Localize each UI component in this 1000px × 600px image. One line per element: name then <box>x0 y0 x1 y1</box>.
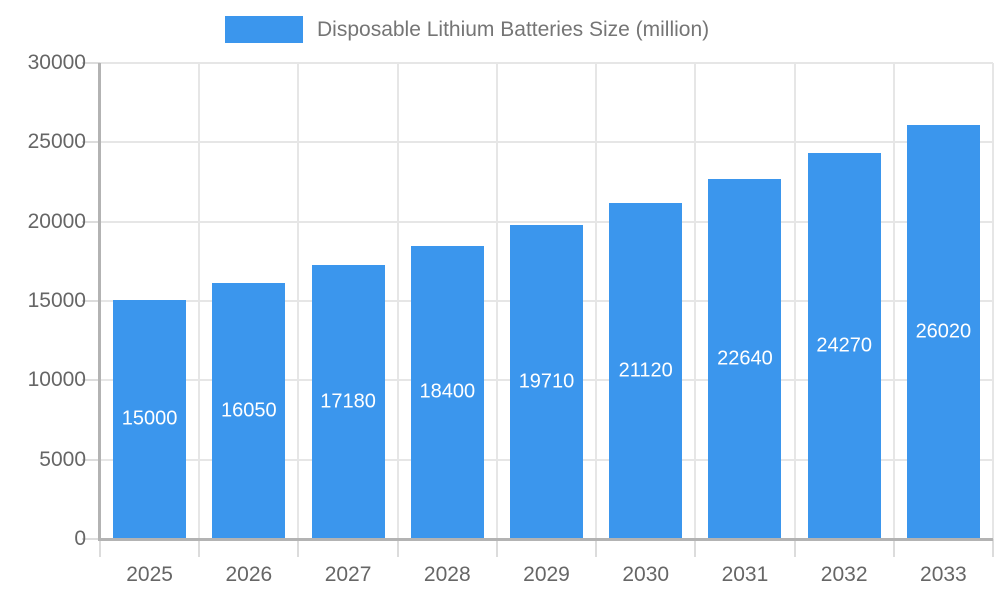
x-axis-tick <box>892 539 895 557</box>
gridline-vertical <box>694 63 697 539</box>
x-axis-tick-label: 2026 <box>225 563 273 586</box>
legend-swatch-icon <box>225 16 303 43</box>
y-axis-tick-label: 25000 <box>27 130 86 154</box>
bar-value-label: 26020 <box>915 320 972 342</box>
gridline-vertical <box>198 63 201 539</box>
x-axis-tick-label: 2033 <box>920 563 967 586</box>
bar-2030[interactable] <box>609 203 682 538</box>
y-axis-tick <box>82 379 100 382</box>
gridline-vertical <box>793 63 796 539</box>
bar-value-label: 19710 <box>518 370 575 392</box>
bar-value-label: 24270 <box>816 334 872 356</box>
y-axis-tick-label: 20000 <box>27 209 86 233</box>
y-axis-tick <box>82 62 100 64</box>
x-axis-tick-label: 2031 <box>721 563 769 586</box>
x-axis-tick <box>495 539 498 557</box>
bar-2027[interactable] <box>312 265 385 538</box>
y-axis-tick-label: 5000 <box>39 447 86 471</box>
bar-value-label: 21120 <box>618 359 673 381</box>
bar-value-label: 18400 <box>419 380 476 403</box>
bar-value-label: 16050 <box>221 399 277 421</box>
bar-2029[interactable] <box>510 225 583 538</box>
gridline-vertical <box>297 63 300 539</box>
y-axis-tick <box>82 458 100 461</box>
bar-2025[interactable] <box>113 300 186 538</box>
x-axis-tick <box>694 539 697 557</box>
x-axis-tick-label: 2027 <box>324 563 372 586</box>
bar-value-label: 17180 <box>320 390 376 412</box>
gridline-horizontal <box>100 62 993 64</box>
bar-2026[interactable] <box>212 283 285 538</box>
y-axis-tick-label: 10000 <box>27 368 86 392</box>
gridline-vertical <box>892 63 895 539</box>
x-axis-tick-label: 2029 <box>523 563 570 586</box>
y-axis-line <box>98 63 101 541</box>
x-axis-tick <box>396 539 399 557</box>
gridline-horizontal <box>100 141 993 144</box>
x-axis-tick-label: 2025 <box>126 563 173 586</box>
y-axis-tick-label: 30000 <box>27 51 86 74</box>
y-axis-tick-label: 0 <box>74 527 86 550</box>
gridline-vertical <box>495 63 498 539</box>
y-axis-tick-label: 15000 <box>27 289 86 312</box>
x-axis-tick <box>595 539 598 557</box>
gridline-vertical <box>396 63 399 539</box>
bar-value-label: 22640 <box>717 347 773 369</box>
x-axis-tick-label: 2030 <box>622 563 670 586</box>
y-axis-tick <box>82 300 100 302</box>
legend-label: Disposable Lithium Batteries Size (milli… <box>317 17 710 41</box>
x-axis-tick <box>992 539 994 557</box>
x-axis-tick-label: 2028 <box>423 563 471 586</box>
bar-value-label: 15000 <box>121 407 178 430</box>
x-axis-tick <box>297 539 300 557</box>
bar-2033[interactable] <box>907 125 980 538</box>
legend-item[interactable]: Disposable Lithium Batteries Size (milli… <box>225 16 709 43</box>
y-axis-tick <box>82 220 100 223</box>
bar-2031[interactable] <box>708 179 781 538</box>
x-axis-tick <box>99 539 101 557</box>
y-axis-tick <box>82 141 100 144</box>
x-axis-tick <box>198 539 201 557</box>
bar-2032[interactable] <box>808 153 881 538</box>
gridline-vertical <box>992 63 994 539</box>
y-axis-tick <box>82 538 100 540</box>
x-axis-tick <box>793 539 796 557</box>
x-axis-line <box>98 538 993 541</box>
x-axis-tick-label: 2032 <box>820 563 868 586</box>
bar-2028[interactable] <box>411 246 484 538</box>
gridline-horizontal <box>100 220 993 223</box>
gridline-vertical <box>595 63 598 539</box>
